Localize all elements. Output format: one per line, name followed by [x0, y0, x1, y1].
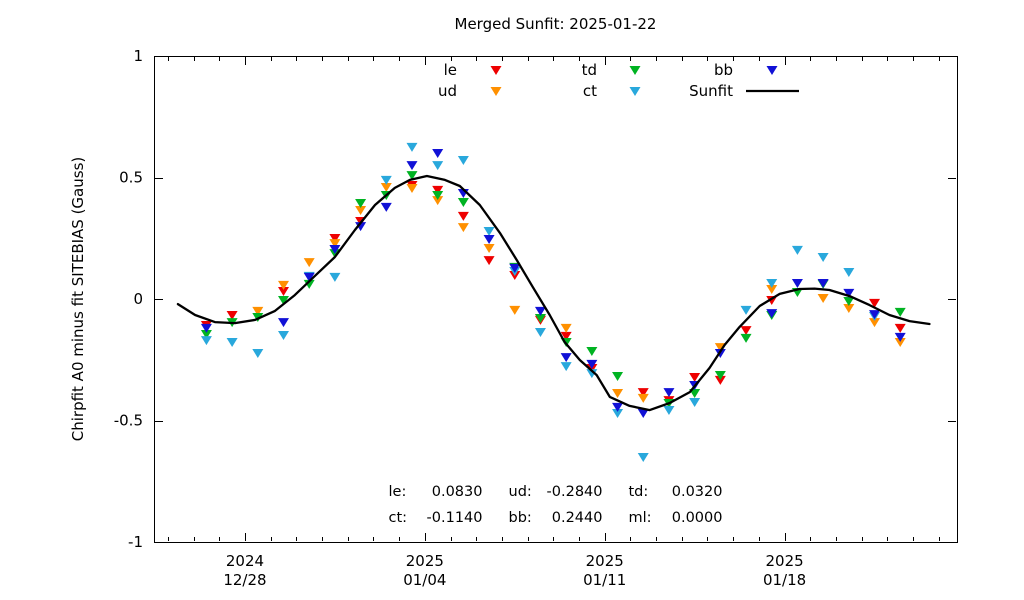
- legend-label-ct: ct: [583, 82, 597, 100]
- legend-label-td: td: [582, 61, 597, 79]
- svg-text:01/18: 01/18: [763, 571, 806, 589]
- svg-text:0: 0: [133, 290, 143, 308]
- svg-text:2025: 2025: [586, 552, 624, 570]
- svg-text:-0.5: -0.5: [114, 412, 143, 430]
- fit-stats-line-2: ct: -0.1140 bb: 0.2440 ml: 0.0000: [389, 505, 723, 531]
- svg-text:2025: 2025: [765, 552, 803, 570]
- legend-label-bb: bb: [714, 61, 733, 79]
- stat-ct: ct: -0.1140: [388, 510, 483, 526]
- stat-ml: ml: 0.0000: [628, 510, 723, 526]
- series-ct: [200, 142, 881, 462]
- chart-title: Merged Sunfit: 2025-01-22: [454, 15, 657, 33]
- series-le: [200, 181, 906, 406]
- stat-td: td: 0.0320: [628, 484, 723, 500]
- legend-label-sunfit: Sunfit: [689, 82, 733, 100]
- stat-ud: ud: -0.2840: [508, 484, 603, 500]
- svg-text:1: 1: [133, 47, 143, 65]
- stat-bb: bb: 0.2440: [508, 510, 603, 526]
- legend: le td bb ud ct Sunfit: [438, 61, 799, 100]
- svg-text:01/11: 01/11: [583, 571, 626, 589]
- svg-text:0.5: 0.5: [119, 169, 143, 187]
- svg-text:2024: 2024: [226, 552, 264, 570]
- svg-text:12/28: 12/28: [223, 571, 266, 589]
- stat-le: le: 0.0830: [388, 484, 483, 500]
- plot-frame: [154, 56, 958, 543]
- y-tick-labels: 1 0.5 0 -0.5 -1: [114, 47, 143, 551]
- svg-text:01/04: 01/04: [403, 571, 446, 589]
- fit-stats-line-1: le: 0.0830 ud: -0.2840 td: 0.0320: [389, 479, 723, 505]
- fit-stats: le: 0.0830 ud: -0.2840 td: 0.0320 ct: -0.1140 bb…: [154, 479, 957, 531]
- series-ud: [252, 182, 906, 403]
- legend-label-ud: ud: [438, 82, 457, 100]
- legend-label-le: le: [444, 61, 457, 79]
- svg-text:2025: 2025: [406, 552, 444, 570]
- svg-text:-1: -1: [128, 533, 143, 551]
- series-bb: [200, 148, 906, 418]
- sunfit-curve: [176, 174, 931, 412]
